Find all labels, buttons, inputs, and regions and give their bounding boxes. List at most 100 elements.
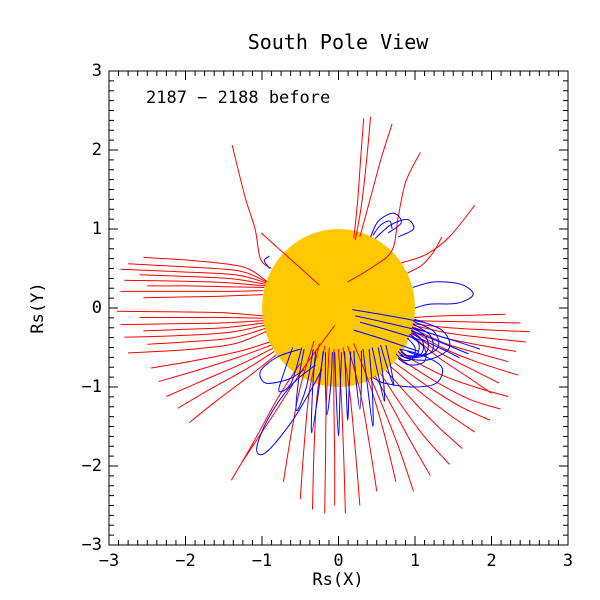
field-line bbox=[128, 263, 267, 283]
field-line bbox=[413, 323, 530, 333]
field-line bbox=[342, 347, 361, 506]
x-tick-label: 3 bbox=[562, 551, 574, 571]
y-axis-label: Rs(Y) bbox=[28, 282, 48, 334]
field-line bbox=[324, 347, 330, 514]
x-tick-label: 2 bbox=[486, 551, 497, 571]
sun-disk bbox=[262, 229, 415, 387]
field-line bbox=[158, 344, 272, 382]
field-line bbox=[411, 329, 519, 376]
field-line bbox=[380, 344, 395, 386]
field-line bbox=[355, 315, 427, 333]
field-line bbox=[256, 364, 323, 456]
field-line bbox=[414, 313, 506, 318]
field-line bbox=[143, 294, 263, 299]
field-line bbox=[380, 373, 450, 465]
field-line bbox=[324, 352, 333, 416]
y-tick-label: 2 bbox=[91, 140, 102, 160]
field-line bbox=[410, 333, 492, 394]
field-line bbox=[338, 349, 346, 514]
field-line bbox=[120, 320, 264, 326]
y-tick-label: −3 bbox=[81, 535, 102, 555]
field-line bbox=[395, 337, 416, 362]
x-tick-label: −3 bbox=[98, 551, 120, 571]
field-line bbox=[166, 347, 273, 397]
field-line bbox=[397, 357, 501, 410]
x-tick-label: 0 bbox=[333, 551, 344, 571]
field-line bbox=[231, 145, 272, 269]
field-line bbox=[151, 341, 270, 369]
x-tick-label: 1 bbox=[409, 551, 421, 571]
field-line bbox=[353, 350, 363, 410]
x-tick-label: −2 bbox=[175, 551, 196, 571]
field-line bbox=[352, 309, 423, 323]
field-line bbox=[400, 353, 509, 397]
field-line bbox=[128, 331, 266, 354]
field-line bbox=[124, 324, 265, 338]
field-line bbox=[353, 118, 365, 239]
field-line bbox=[147, 328, 266, 345]
field-line bbox=[259, 348, 305, 384]
field-line bbox=[282, 341, 315, 482]
field-line bbox=[407, 236, 443, 274]
field-line bbox=[374, 218, 415, 239]
field-line bbox=[354, 116, 372, 241]
field-line bbox=[334, 352, 343, 437]
y-tick-label: −1 bbox=[81, 377, 102, 397]
field-line bbox=[359, 321, 425, 342]
field-line bbox=[263, 255, 271, 269]
field-line bbox=[370, 377, 414, 492]
field-line bbox=[412, 328, 509, 363]
field-line bbox=[143, 256, 267, 282]
y-tick-label: 1 bbox=[91, 219, 102, 239]
y-tick-label: 0 bbox=[91, 298, 102, 318]
field-line bbox=[143, 322, 264, 332]
y-tick-label: −2 bbox=[81, 456, 102, 476]
field-line bbox=[147, 285, 265, 288]
field-line bbox=[385, 370, 463, 449]
field-line bbox=[410, 331, 500, 384]
field-line bbox=[139, 316, 263, 319]
field-line bbox=[371, 347, 386, 402]
x-axis-label: Rs(X) bbox=[312, 570, 364, 590]
field-line bbox=[347, 345, 378, 492]
field-line bbox=[260, 232, 320, 286]
field-line bbox=[116, 310, 263, 317]
closed-field-lines bbox=[256, 212, 481, 456]
field-line bbox=[412, 281, 474, 309]
field-line bbox=[241, 325, 336, 463]
plot-title: South Pole View bbox=[247, 30, 429, 54]
field-line bbox=[362, 349, 374, 428]
field-line bbox=[353, 329, 419, 352]
field-line bbox=[310, 351, 324, 434]
field-line bbox=[295, 349, 314, 412]
field-line bbox=[177, 350, 275, 409]
field-line bbox=[139, 274, 266, 285]
field-line bbox=[359, 123, 393, 238]
field-line bbox=[410, 332, 460, 359]
field-line bbox=[394, 362, 491, 421]
field-line bbox=[230, 363, 301, 481]
y-tick-label: 3 bbox=[91, 61, 102, 81]
field-line bbox=[120, 268, 266, 284]
field-line bbox=[188, 354, 277, 423]
field-line bbox=[390, 366, 475, 433]
axis-ticks bbox=[108, 70, 569, 546]
field-line bbox=[374, 375, 431, 476]
field-line bbox=[411, 330, 469, 355]
field-line bbox=[413, 324, 526, 343]
field-line bbox=[347, 152, 421, 283]
field-line bbox=[124, 279, 266, 287]
field-line bbox=[333, 349, 336, 506]
field-line bbox=[120, 290, 264, 292]
field-line bbox=[344, 351, 352, 421]
annotation-label: 2187 − 2188 before bbox=[146, 88, 331, 108]
field-line bbox=[400, 326, 429, 358]
field-line bbox=[397, 335, 427, 366]
field-line bbox=[414, 320, 521, 324]
field-line bbox=[401, 204, 476, 264]
field-line bbox=[278, 347, 303, 393]
field-line bbox=[372, 220, 393, 236]
x-tick-label: −1 bbox=[251, 551, 273, 571]
